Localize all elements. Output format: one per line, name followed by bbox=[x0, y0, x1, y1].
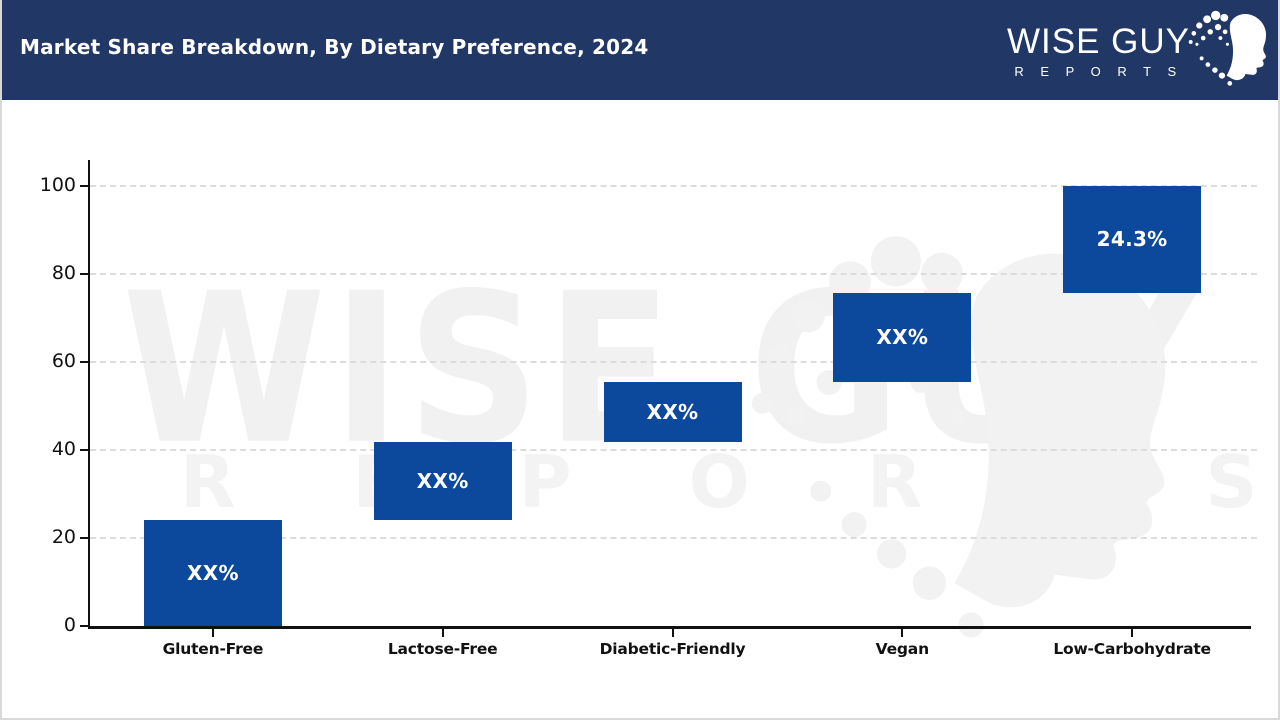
bar-value-label: XX% bbox=[187, 560, 239, 585]
x-tick-mark bbox=[671, 629, 674, 637]
bar-value-label: XX% bbox=[416, 468, 469, 493]
y-tick-mark bbox=[80, 185, 89, 187]
y-tick-mark bbox=[80, 537, 89, 539]
watermark-subtext: R E P O R T S bbox=[180, 440, 1280, 524]
x-axis-line bbox=[88, 626, 1251, 629]
x-category-label: Diabetic-Friendly bbox=[599, 640, 746, 658]
y-gridline bbox=[90, 537, 1257, 539]
bar-value-label: XX% bbox=[876, 325, 929, 350]
y-tick-mark bbox=[80, 625, 89, 627]
logo-wordmark: WISE GUY bbox=[1006, 22, 1190, 61]
waterfall-bar: XX% bbox=[833, 292, 972, 382]
y-tick-mark bbox=[80, 361, 89, 363]
x-tick-mark bbox=[1131, 629, 1134, 637]
y-tick-label: 20 bbox=[51, 526, 76, 548]
y-gridline bbox=[90, 449, 1257, 451]
wise-guy-logo: WISE GUY R E P O R T S bbox=[1007, 4, 1272, 96]
bar-value-label: 24.3% bbox=[1096, 227, 1168, 252]
logo-face-icon bbox=[1188, 10, 1267, 86]
y-tick-label: 60 bbox=[51, 350, 76, 372]
y-tick-label: 80 bbox=[51, 262, 76, 284]
x-category-label: Gluten-Free bbox=[162, 640, 264, 658]
watermark-wordmark: WISE GUY bbox=[122, 248, 1203, 490]
y-gridline bbox=[90, 361, 1257, 363]
y-tick-label: 0 bbox=[63, 614, 76, 636]
x-tick-mark bbox=[441, 629, 444, 637]
waterfall-bar: XX% bbox=[143, 519, 282, 626]
y-axis-line bbox=[88, 160, 90, 629]
waterfall-bar: XX% bbox=[603, 381, 742, 443]
y-tick-label: 100 bbox=[39, 174, 76, 196]
y-tick-mark bbox=[80, 273, 89, 275]
x-tick-mark bbox=[901, 629, 904, 637]
x-category-label: Low-Carbohydrate bbox=[1053, 640, 1211, 658]
waterfall-bar: 24.3% bbox=[1063, 186, 1202, 293]
x-category-label: Vegan bbox=[875, 640, 929, 658]
bar-value-label: XX% bbox=[646, 399, 699, 424]
y-gridline bbox=[90, 185, 1257, 187]
y-tick-label: 40 bbox=[51, 438, 76, 460]
chart-title: Market Share Breakdown, By Dietary Prefe… bbox=[20, 35, 649, 59]
header-band: Market Share Breakdown, By Dietary Prefe… bbox=[2, 0, 1278, 100]
logo-subtext: R E P O R T S bbox=[1014, 64, 1183, 79]
y-gridline bbox=[90, 273, 1257, 275]
waterfall-bar: XX% bbox=[373, 442, 512, 520]
x-category-label: Lactose-Free bbox=[387, 640, 498, 658]
x-tick-mark bbox=[211, 629, 214, 637]
y-tick-mark bbox=[80, 449, 89, 451]
